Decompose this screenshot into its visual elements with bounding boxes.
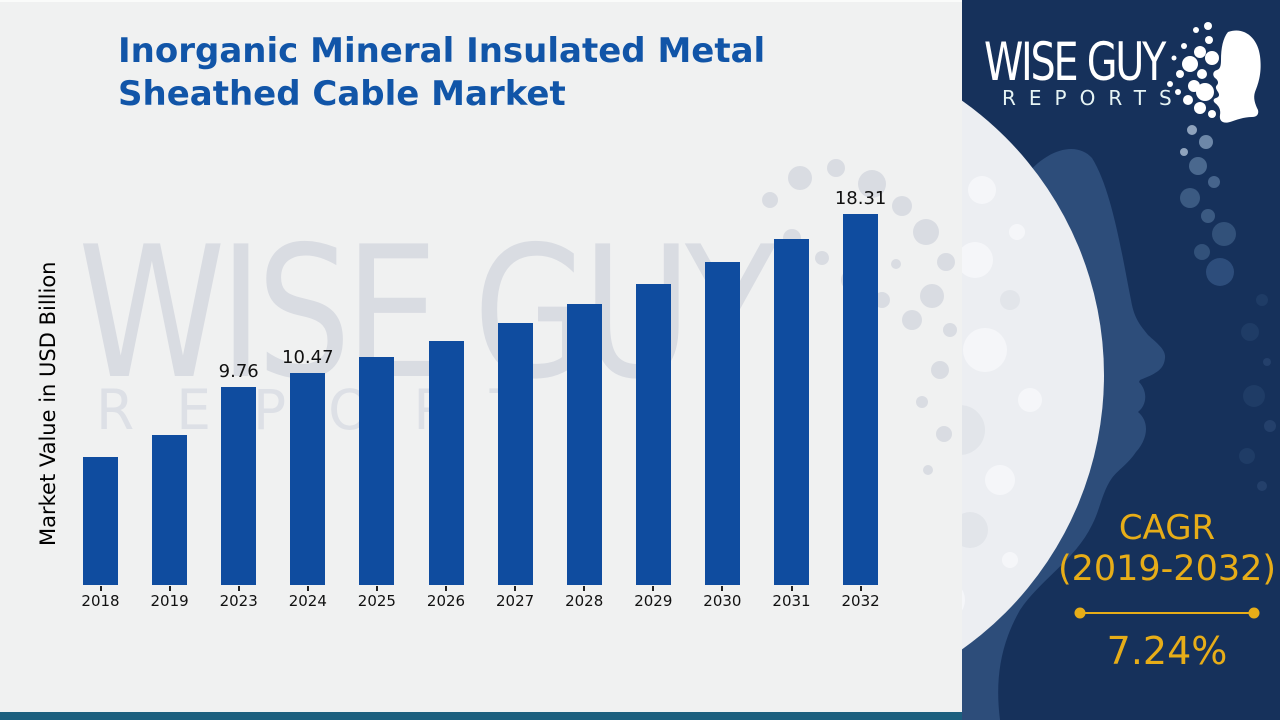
x-tick-label: 2028 (565, 592, 604, 610)
bar-2032 (843, 214, 879, 585)
cagr-label: CAGR (1118, 508, 1216, 548)
x-tick-label: 2030 (703, 592, 742, 610)
cagr-range: (2019-2032) (1057, 549, 1277, 589)
brand-panel-artwork (962, 22, 1276, 720)
bar-2028 (566, 304, 602, 585)
x-tick (375, 586, 378, 591)
data-label-2032: 18.31 (834, 188, 887, 209)
x-tick (790, 586, 793, 591)
bubble-circle (962, 100, 1104, 650)
x-tick (168, 586, 171, 591)
bar-chart: 2018 2019 2023 9.76 2024 10.47 2025 2026 2027 202… (81, 188, 887, 610)
x-tick (445, 586, 447, 591)
x-tick-label: 2024 (288, 592, 327, 610)
data-label-2023: 9.76 (218, 361, 259, 382)
x-tick (514, 586, 517, 591)
x-tick (583, 586, 586, 591)
page-title: Inorganic Mineral Insulated Metal Sheath… (118, 31, 766, 114)
y-axis-label: Market Value in USD Billion (36, 261, 60, 546)
x-tick-label: 2023 (219, 592, 258, 610)
x-tick-label: 2032 (841, 592, 880, 610)
logo-wordmark: WISE GUY (984, 32, 1166, 93)
face-dots (1180, 125, 1276, 491)
x-tick (99, 586, 102, 591)
bar-2027 (497, 323, 533, 585)
bar-2025 (359, 357, 395, 585)
bar-2026 (428, 341, 464, 585)
x-tick-label: 2026 (426, 592, 466, 610)
x-tick (237, 586, 240, 591)
x-tick-label: 2018 (81, 592, 120, 610)
bar-2018 (83, 457, 118, 585)
cagr-value: 7.24% (1106, 629, 1228, 673)
logo-head-icon (1213, 30, 1261, 123)
footer-strip (0, 712, 962, 720)
bar-2029 (635, 284, 671, 585)
x-tick-label: 2029 (634, 592, 673, 610)
data-label-2024: 10.47 (282, 347, 334, 368)
x-tick (306, 586, 309, 591)
logo-reports: REPORTS (1002, 86, 1185, 110)
logo-dots (1167, 22, 1219, 118)
bar-2023 (221, 387, 257, 585)
x-tick (652, 586, 655, 591)
top-hairline (0, 0, 962, 2)
x-tick-label: 2031 (772, 592, 811, 610)
x-tick (859, 586, 862, 591)
watermark-dots (762, 159, 957, 475)
x-tick-label: 2019 (150, 592, 189, 610)
bar-2024 (290, 373, 326, 585)
x-tick (721, 586, 724, 591)
bar-2019 (152, 435, 188, 585)
bar-2030 (704, 262, 740, 585)
cagr-underline (1074, 607, 1260, 619)
x-tick-label: 2027 (496, 592, 535, 610)
x-tick-label: 2025 (357, 592, 396, 610)
brand-panel: WISE GUY REPORTS CAGR (2019-2032) 7.24% (962, 0, 1280, 720)
bar-2031 (774, 239, 809, 585)
